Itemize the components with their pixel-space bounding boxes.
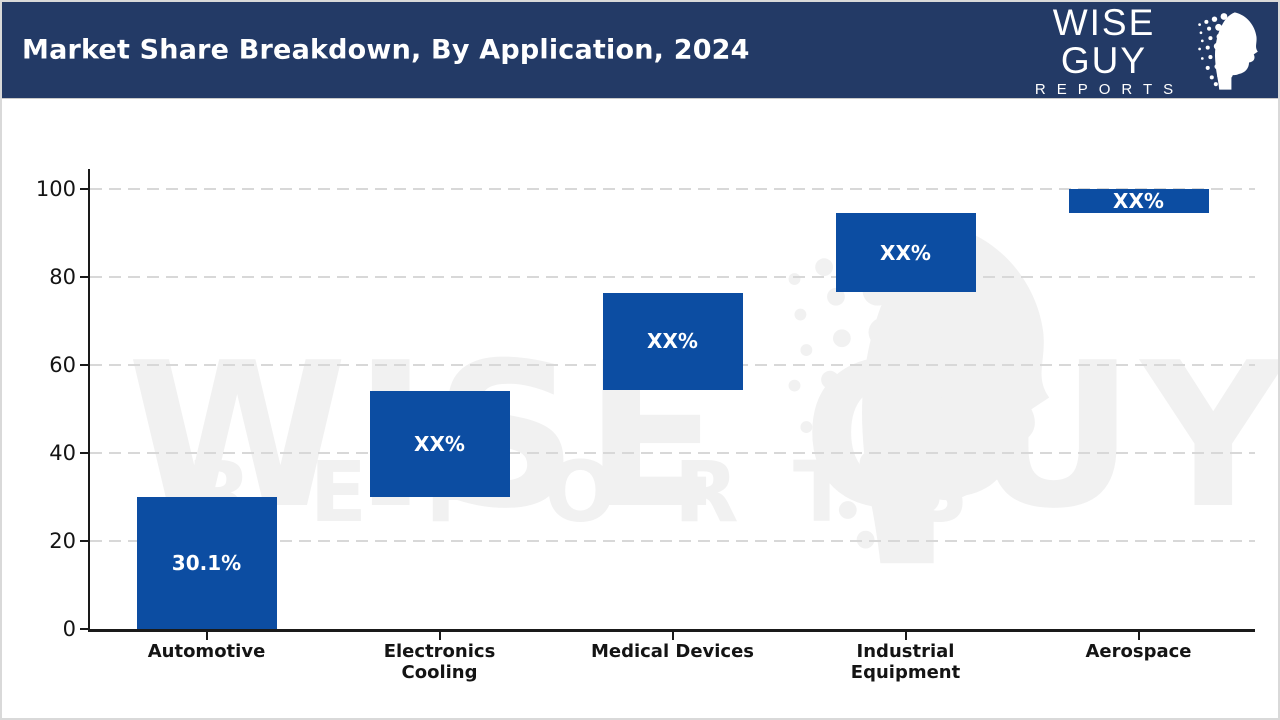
bar-segment: XX%	[602, 293, 743, 390]
y-tick-label: 0	[62, 617, 76, 641]
gridline	[90, 188, 1255, 190]
y-tick-label: 40	[49, 441, 76, 465]
x-tick-mark	[438, 632, 441, 640]
wise-guy-logo: WISE GUY REPORTS	[1018, 2, 1268, 99]
x-tick-mark	[1137, 632, 1140, 640]
chart-title: Market Share Breakdown, By Application, …	[22, 34, 750, 66]
bar-segment: 30.1%	[136, 496, 277, 629]
logo-subtitle: REPORTS	[1034, 81, 1185, 98]
y-tick-mark	[80, 628, 88, 630]
logo-text: WISE GUY REPORTS	[1018, 2, 1190, 99]
x-tick-label: Industrial Equipment	[850, 641, 961, 683]
y-tick-label: 100	[35, 177, 76, 201]
bar-value-label: XX%	[647, 329, 698, 354]
y-tick-mark	[80, 540, 88, 542]
x-tick-label: Electronics Cooling	[383, 641, 496, 683]
dotted-head-icon	[1198, 12, 1258, 90]
bar-segment: XX%	[369, 390, 510, 497]
x-tick-mark	[205, 632, 208, 640]
y-axis-line	[88, 169, 90, 631]
y-tick-mark	[80, 364, 88, 366]
x-tick-label: Medical Devices	[590, 641, 755, 662]
x-tick-label: Aerospace	[1085, 641, 1192, 662]
y-tick-label: 60	[49, 353, 76, 377]
bar-value-label: XX%	[1113, 189, 1164, 214]
bar-segment: XX%	[1068, 189, 1209, 214]
header-band: Market Share Breakdown, By Application, …	[2, 2, 1278, 99]
bar-value-label: XX%	[880, 240, 931, 265]
x-tick-mark	[904, 632, 907, 640]
watermark-subtitle: REPORTS	[187, 443, 1027, 541]
bar-segment: XX%	[835, 213, 976, 293]
y-tick-label: 80	[49, 265, 76, 289]
gridline	[90, 276, 1255, 278]
y-tick-mark	[80, 188, 88, 190]
x-axis-line	[88, 629, 1255, 632]
y-tick-label: 20	[49, 529, 76, 553]
x-tick-mark	[671, 632, 674, 640]
bar-value-label: XX%	[414, 431, 465, 456]
logo-wordmark: WISE GUY	[1052, 2, 1156, 81]
x-tick-label: Automotive	[147, 641, 266, 662]
gridline	[90, 452, 1255, 454]
gridline	[90, 540, 1255, 542]
y-tick-mark	[80, 276, 88, 278]
bar-value-label: 30.1%	[171, 550, 242, 575]
y-tick-mark	[80, 452, 88, 454]
